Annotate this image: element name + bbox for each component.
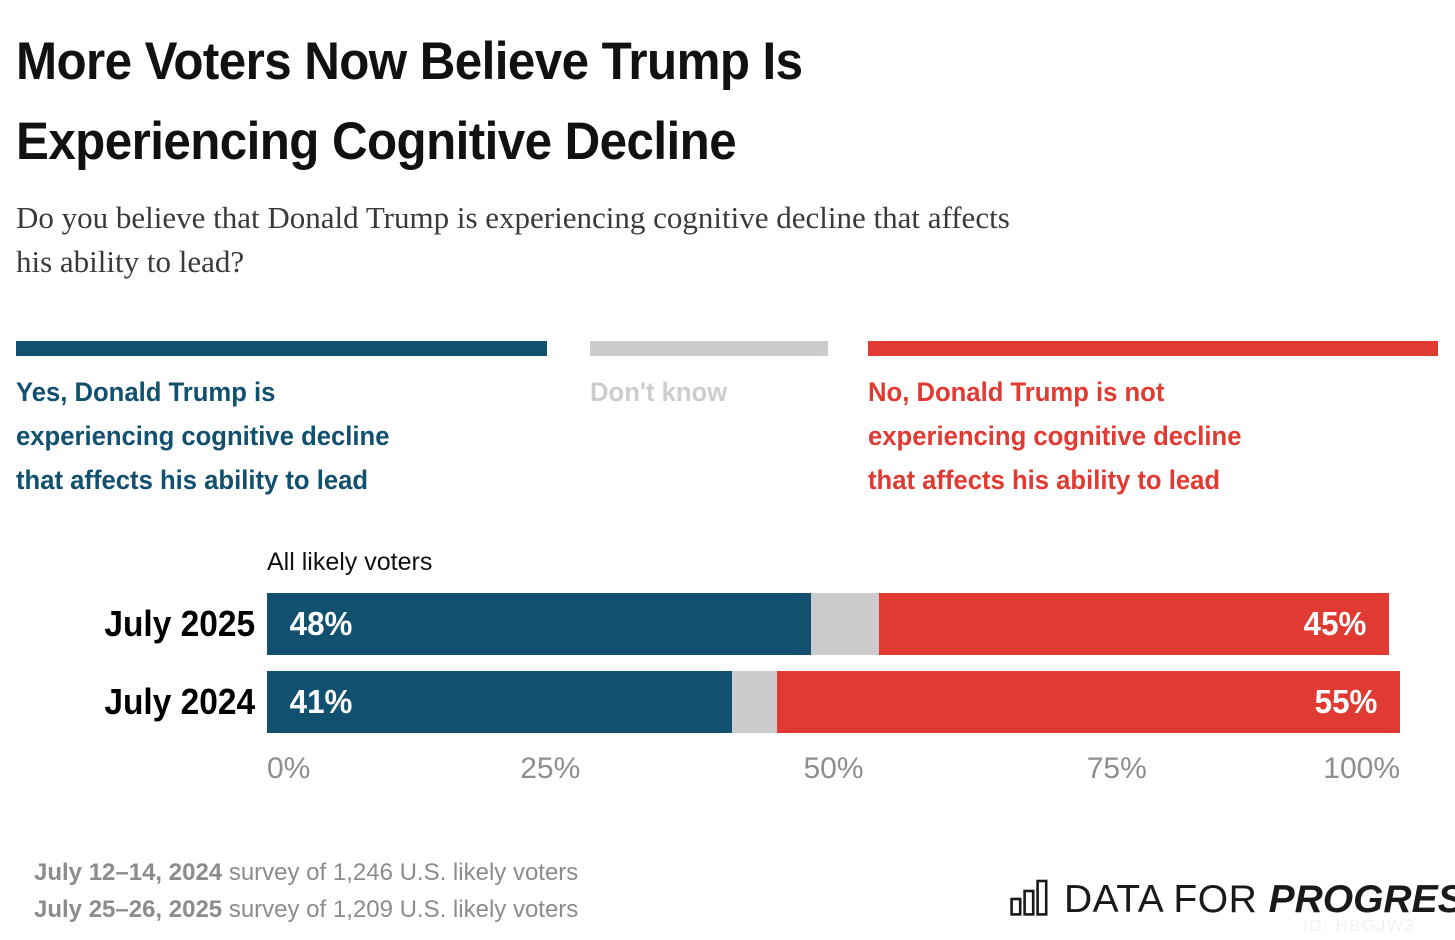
data-for-progress-logo: DATA FOR PROGRESS [1010,878,1455,921]
legend-label-dont-know: Don't know [590,370,816,414]
legend-label-yes-line-3: that affects his ability to lead [16,465,369,495]
bar-value-no-july-2025: 45% [1303,605,1367,642]
bar-segment-dk-july-2025 [810,593,879,655]
logo-wordmark: DATA FOR PROGRESS [1064,877,1455,921]
legend-swatch-yes [16,341,547,356]
legend-label-dont-know-line-1: Don't know [590,377,728,407]
legend-label-no-line-2: experiencing cognitive decline [868,421,1242,451]
bar-value-yes-july-2024: 41% [289,683,353,720]
bar-segment-dk-july-2024 [731,671,777,733]
bar-row-july-2025: July 2025 48% 45% [104,593,1400,655]
page-subtitle: Do you believe that Donald Trump is expe… [16,196,1386,284]
legend-item-yes: Yes, Donald Trump is experiencing cognit… [16,341,547,502]
x-axis: 0% 25% 50% 75% 100% [267,752,1400,792]
logo-wordmark-light: DATA FOR [1064,877,1269,921]
legend-label-yes: Yes, Donald Trump is experiencing cognit… [16,370,520,502]
legend-label-yes-line-1: Yes, Donald Trump is [16,377,276,407]
logo-wordmark-bold: PROGRESS [1268,877,1455,921]
legend-label-no-line-3: that affects his ability to lead [868,465,1221,495]
bar-row-july-2024: July 2024 41% 55% [104,671,1400,733]
x-axis-tick-0: 0% [267,752,311,785]
survey-source-line-1: July 12–14, 2024 survey of 1,246 U.S. li… [34,854,578,891]
page-title-line-1: More Voters Now Believe Trump Is [16,32,803,91]
bar-row-label-july-2024: July 2024 [104,681,255,722]
legend-swatch-dont-know [590,341,828,356]
survey-source-line-1-date: July 12–14, 2024 [34,859,223,886]
page-subtitle-line-2: his ability to lead? [16,244,245,279]
bar-segment-yes-july-2024: 41% [267,671,732,733]
x-axis-tick-75: 75% [1086,752,1147,785]
survey-source-note: July 12–14, 2024 survey of 1,246 U.S. li… [34,854,578,928]
survey-source-line-2: July 25–26, 2025 survey of 1,209 U.S. li… [34,891,578,928]
page-title: More Voters Now Believe Trump Is Experie… [16,22,1132,182]
legend-label-yes-line-2: experiencing cognitive decline [16,421,390,451]
survey-source-line-2-rest: survey of 1,209 U.S. likely voters [222,896,579,923]
legend-label-no: No, Donald Trump is not experiencing cog… [868,370,1410,502]
bar-segment-no-july-2024: 55% [776,671,1400,733]
survey-source-line-2-date: July 25–26, 2025 [34,896,223,923]
page-subtitle-line-1: Do you believe that Donald Trump is expe… [16,200,1010,235]
bar-row-label-july-2025: July 2025 [104,603,255,644]
image-id-watermark: ID: HBGJW3 [1303,916,1416,935]
bar-segment-yes-july-2025: 48% [267,593,811,655]
legend-item-no: No, Donald Trump is not experiencing cog… [868,341,1438,502]
bar-value-no-july-2024: 55% [1314,683,1378,720]
bar-value-yes-july-2025: 48% [289,605,353,642]
x-axis-tick-50: 50% [803,752,864,785]
legend-label-no-line-1: No, Donald Trump is not [868,377,1165,407]
bar-segment-no-july-2025: 45% [878,593,1389,655]
chart-group-label: All likely voters [267,548,433,576]
bar-chart-icon [1010,878,1050,921]
x-axis-tick-100: 100% [1323,752,1400,785]
legend-swatch-no [868,341,1438,356]
legend-item-dont-know: Don't know [590,341,828,414]
survey-source-line-1-rest: survey of 1,246 U.S. likely voters [222,859,579,886]
x-axis-tick-25: 25% [520,752,581,785]
page-title-line-2: Experiencing Cognitive Decline [16,112,737,171]
